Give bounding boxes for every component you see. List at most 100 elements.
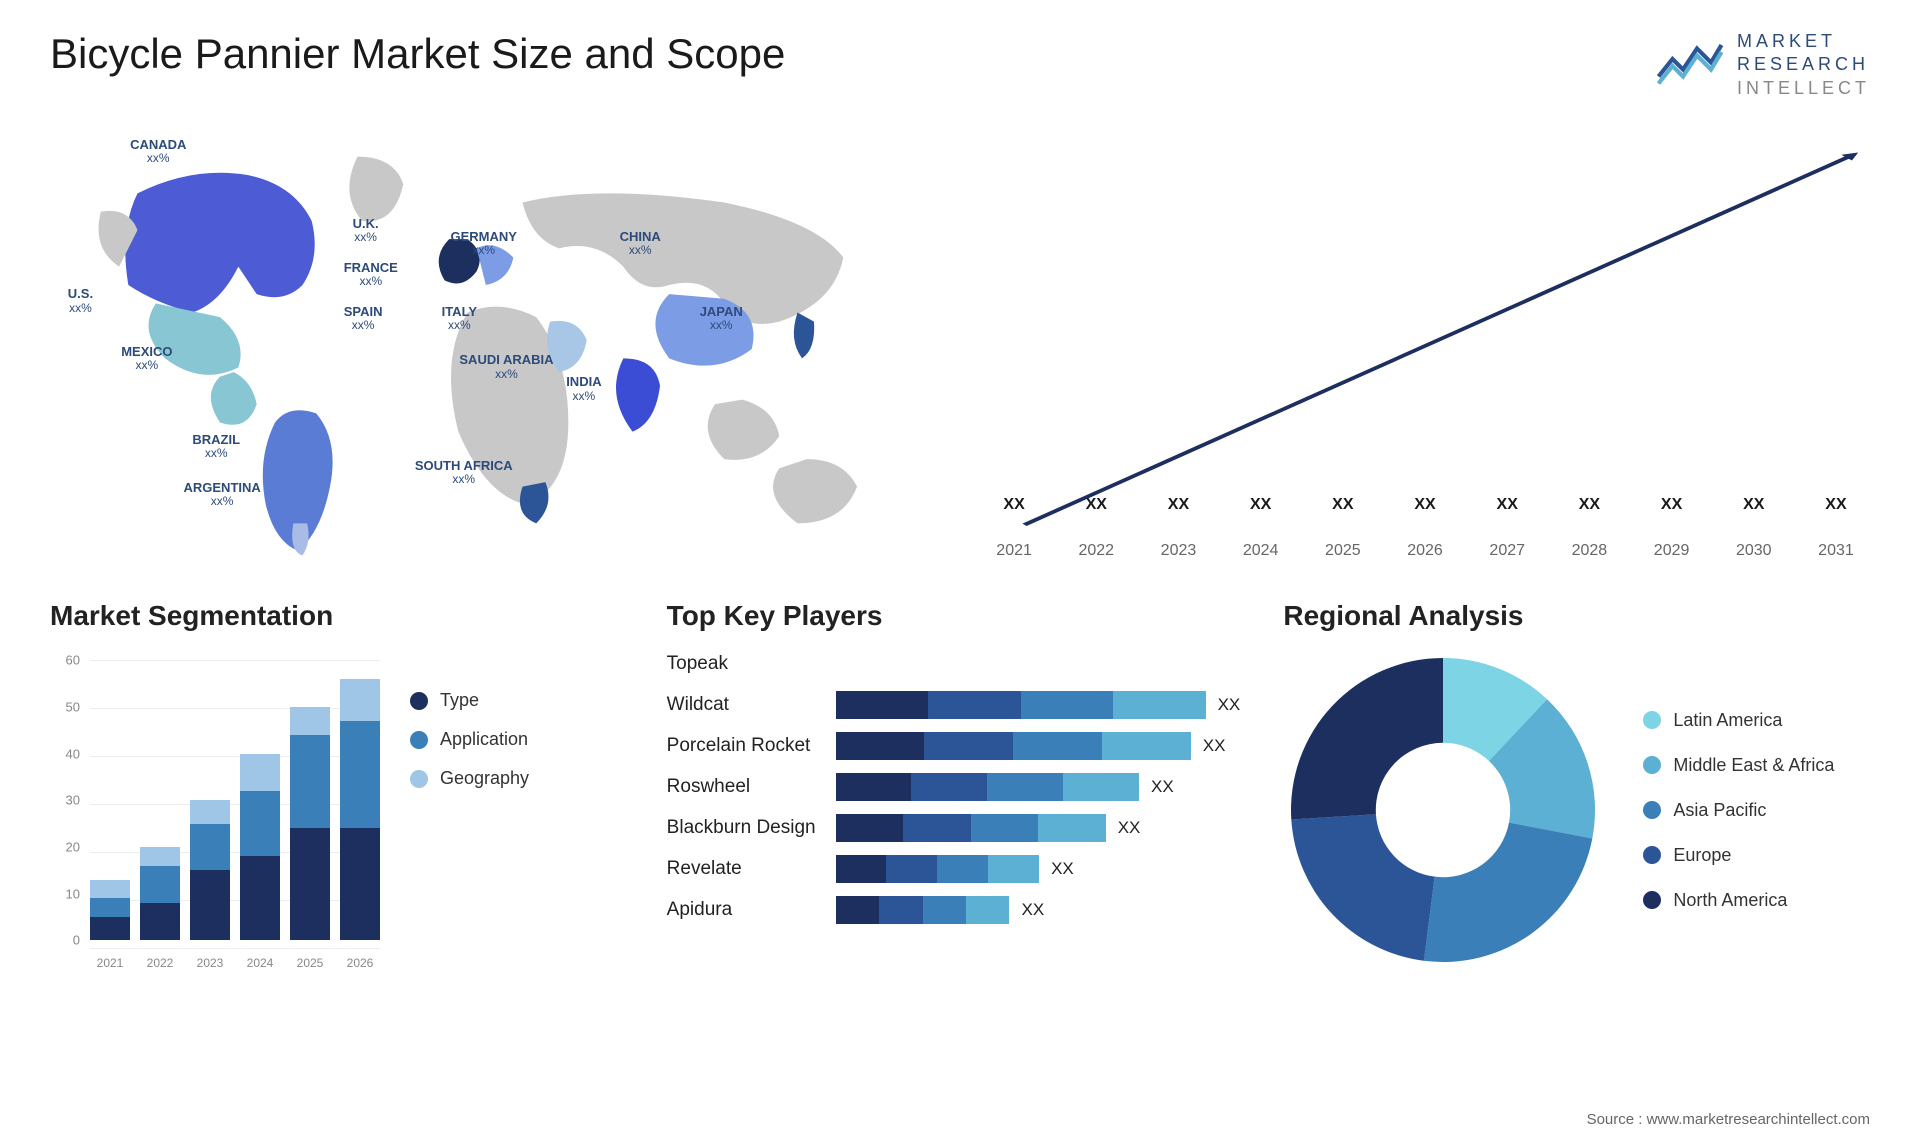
legend-label: Geography bbox=[440, 768, 529, 789]
player-value: XX bbox=[1118, 818, 1141, 838]
map-label: ITALYxx% bbox=[442, 305, 477, 332]
seg-year-label: 2025 bbox=[290, 956, 330, 970]
segmentation-title: Market Segmentation bbox=[50, 600, 637, 632]
legend-swatch-icon bbox=[1643, 711, 1661, 729]
legend-swatch-icon bbox=[1643, 891, 1661, 909]
donut-segment bbox=[1291, 658, 1443, 820]
forecast-bar-label: XX bbox=[1414, 496, 1435, 514]
player-name: Revelate bbox=[667, 855, 816, 883]
y-tick: 50 bbox=[66, 699, 80, 714]
regional-legend: Latin America Middle East & Africa Asia Pa… bbox=[1643, 710, 1834, 911]
forecast-bar-label: XX bbox=[1168, 496, 1189, 514]
legend-label: Europe bbox=[1673, 845, 1731, 866]
seg-year-label: 2023 bbox=[190, 956, 230, 970]
player-value: XX bbox=[1203, 736, 1226, 756]
legend-swatch-icon bbox=[1643, 801, 1661, 819]
player-bar: XX bbox=[836, 732, 1254, 760]
legend-label: Middle East & Africa bbox=[1673, 755, 1834, 776]
legend-label: Application bbox=[440, 729, 528, 750]
forecast-bar-label: XX bbox=[1661, 496, 1682, 514]
forecast-bar: XX bbox=[1638, 496, 1706, 520]
world-map-panel: CANADAxx%U.S.xx%MEXICOxx%BRAZILxx%ARGENT… bbox=[50, 120, 940, 560]
forecast-bar: XX bbox=[1144, 496, 1212, 520]
forecast-year-label: 2022 bbox=[1062, 542, 1130, 560]
forecast-bar-label: XX bbox=[1250, 496, 1271, 514]
player-bar: XX bbox=[836, 814, 1254, 842]
map-label: SAUDI ARABIAxx% bbox=[459, 353, 553, 380]
forecast-bar-label: XX bbox=[1743, 496, 1764, 514]
logo-line3: INTELLECT bbox=[1737, 77, 1870, 100]
key-players-section: Top Key Players TopeakWildcatPorcelain R… bbox=[667, 600, 1254, 980]
forecast-year-label: 2024 bbox=[1227, 542, 1295, 560]
map-label: JAPANxx% bbox=[700, 305, 743, 332]
logo-line1: MARKET bbox=[1737, 30, 1870, 53]
legend-swatch-icon bbox=[1643, 846, 1661, 864]
legend-item: Europe bbox=[1643, 845, 1834, 866]
legend-item: North America bbox=[1643, 890, 1834, 911]
player-bar: XX bbox=[836, 691, 1254, 719]
map-label: SPAINxx% bbox=[344, 305, 383, 332]
player-value: XX bbox=[1051, 859, 1074, 879]
key-players-bars: XX XX XX XX XX XX bbox=[836, 650, 1254, 924]
forecast-year-label: 2023 bbox=[1144, 542, 1212, 560]
map-label: INDIAxx% bbox=[566, 375, 601, 402]
logo-line2: RESEARCH bbox=[1737, 53, 1870, 76]
legend-label: Latin America bbox=[1673, 710, 1782, 731]
player-value: XX bbox=[1021, 900, 1044, 920]
regional-section: Regional Analysis Latin AmericaMiddle Ea… bbox=[1283, 600, 1870, 980]
logo-icon bbox=[1655, 35, 1725, 95]
top-row: CANADAxx%U.S.xx%MEXICOxx%BRAZILxx%ARGENT… bbox=[50, 120, 1870, 560]
forecast-chart-panel: XX XX XX XX XX XX XX XX XX XX XX 2021 2022 2023 2024 2… bbox=[980, 120, 1870, 560]
map-label: U.S.xx% bbox=[68, 287, 93, 314]
seg-year-label: 2026 bbox=[340, 956, 380, 970]
player-name: Porcelain Rocket bbox=[667, 732, 816, 760]
legend-label: North America bbox=[1673, 890, 1787, 911]
forecast-bar-label: XX bbox=[1086, 496, 1107, 514]
legend-label: Type bbox=[440, 690, 479, 711]
segmentation-bar bbox=[90, 660, 130, 940]
y-tick: 30 bbox=[66, 793, 80, 808]
player-name: Apidura bbox=[667, 896, 816, 924]
map-label: CANADAxx% bbox=[130, 138, 186, 165]
forecast-bar: XX bbox=[980, 496, 1048, 520]
segmentation-bar bbox=[190, 660, 230, 940]
segmentation-chart: 0102030405060 202120222023202420252026 bbox=[50, 650, 380, 970]
player-value: XX bbox=[1151, 777, 1174, 797]
map-label: MEXICOxx% bbox=[121, 345, 172, 372]
player-name: Blackburn Design bbox=[667, 814, 816, 842]
legend-swatch-icon bbox=[410, 731, 428, 749]
forecast-year-label: 2025 bbox=[1309, 542, 1377, 560]
y-tick: 20 bbox=[66, 839, 80, 854]
segmentation-section: Market Segmentation 0102030405060 202120… bbox=[50, 600, 637, 980]
map-label: U.K.xx% bbox=[353, 217, 379, 244]
forecast-chart: XX XX XX XX XX XX XX XX XX XX XX 2021 2022 2023 2024 2… bbox=[980, 120, 1870, 560]
forecast-bar: XX bbox=[1802, 496, 1870, 520]
seg-year-label: 2021 bbox=[90, 956, 130, 970]
forecast-bar-label: XX bbox=[1497, 496, 1518, 514]
donut-segment bbox=[1424, 823, 1592, 962]
player-bar: XX bbox=[836, 773, 1254, 801]
legend-swatch-icon bbox=[1643, 756, 1661, 774]
forecast-year-label: 2027 bbox=[1473, 542, 1541, 560]
legend-item: Application bbox=[410, 729, 529, 750]
segmentation-legend: Type Application Geography bbox=[410, 650, 529, 789]
map-label: SOUTH AFRICAxx% bbox=[415, 459, 513, 486]
seg-year-label: 2022 bbox=[140, 956, 180, 970]
forecast-bar: XX bbox=[1555, 496, 1623, 520]
legend-item: Type bbox=[410, 690, 529, 711]
forecast-bar: XX bbox=[1062, 496, 1130, 520]
forecast-bar-label: XX bbox=[1825, 496, 1846, 514]
map-label: GERMANYxx% bbox=[451, 230, 517, 257]
forecast-bar: XX bbox=[1473, 496, 1541, 520]
forecast-bar: XX bbox=[1391, 496, 1459, 520]
y-tick: 60 bbox=[66, 653, 80, 668]
bottom-row: Market Segmentation 0102030405060 202120… bbox=[50, 600, 1870, 980]
forecast-year-label: 2021 bbox=[980, 542, 1048, 560]
forecast-bar-label: XX bbox=[1332, 496, 1353, 514]
forecast-bar-label: XX bbox=[1003, 496, 1024, 514]
regional-donut bbox=[1283, 650, 1603, 970]
player-name: Wildcat bbox=[667, 691, 816, 719]
legend-label: Asia Pacific bbox=[1673, 800, 1766, 821]
y-tick: 0 bbox=[73, 933, 80, 948]
player-bar: XX bbox=[836, 855, 1254, 883]
